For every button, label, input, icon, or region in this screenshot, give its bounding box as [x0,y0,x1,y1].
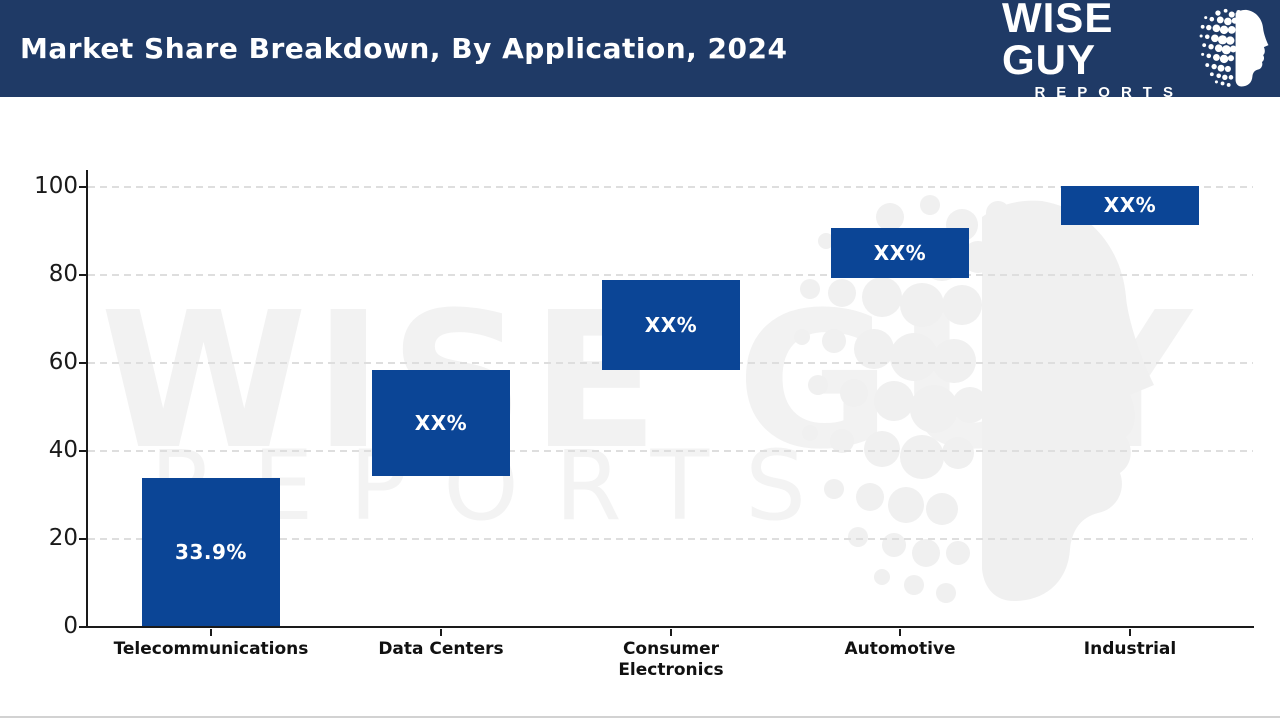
logo-head-icon [1200,8,1269,87]
y-axis-line [86,170,88,628]
gridline-100 [88,186,1253,188]
bar-value-label: 33.9% [175,540,247,565]
gridline-20 [88,538,1253,540]
y-tick-60 [79,362,87,364]
gridline-40 [88,450,1253,452]
y-tick-label-0: 0 [63,613,78,639]
y-tick-100 [79,186,87,188]
chart-title: Market Share Breakdown, By Application, … [20,32,788,65]
bar-segment-automotive: XX% [831,227,969,279]
logo-subtitle: REPORTS [1034,84,1184,101]
x-axis-line [86,626,1254,628]
bottom-divider [0,716,1280,718]
bar-value-label: XX% [1103,193,1157,218]
x-axis-label-3: Automotive [844,639,956,659]
x-tick-1 [440,629,442,636]
y-tick-label-100: 100 [34,173,78,199]
header-bar: Market Share Breakdown, By Application, … [0,0,1280,101]
y-tick-80 [79,274,87,276]
bar-segment-telecommunications: 33.9% [142,477,280,627]
bar-value-label: XX% [873,240,927,265]
x-axis-label-2: Consumer Electronics [618,639,724,680]
y-tick-40 [79,450,87,452]
x-axis-label-0: Telecommunications [113,639,309,659]
bar-segment-consumer-electronics: XX% [602,279,740,371]
logo-wordmark: WISE GUY [1002,0,1114,83]
logo-text: WISE GUY REPORTS [1002,0,1205,101]
bar-segment-industrial: XX% [1061,186,1199,225]
x-tick-4 [1129,629,1131,636]
x-tick-0 [210,629,212,636]
x-axis-label-4: Industrial [1083,639,1177,659]
bar-segment-data-centers: XX% [372,370,510,477]
y-tick-20 [79,538,87,540]
gridline-80 [88,274,1253,276]
bar-value-label: XX% [414,411,468,436]
x-tick-3 [899,629,901,636]
y-tick-label-80: 80 [48,261,78,287]
y-tick-label-60: 60 [48,349,78,375]
x-tick-2 [670,629,672,636]
wise-guy-reports-logo: WISE GUY REPORTS [1002,0,1272,101]
x-axis-label-1: Data Centers [378,639,504,659]
bar-value-label: XX% [644,312,698,337]
y-tick-label-20: 20 [48,525,78,551]
y-tick-label-40: 40 [48,437,78,463]
y-tick-0 [79,626,87,628]
